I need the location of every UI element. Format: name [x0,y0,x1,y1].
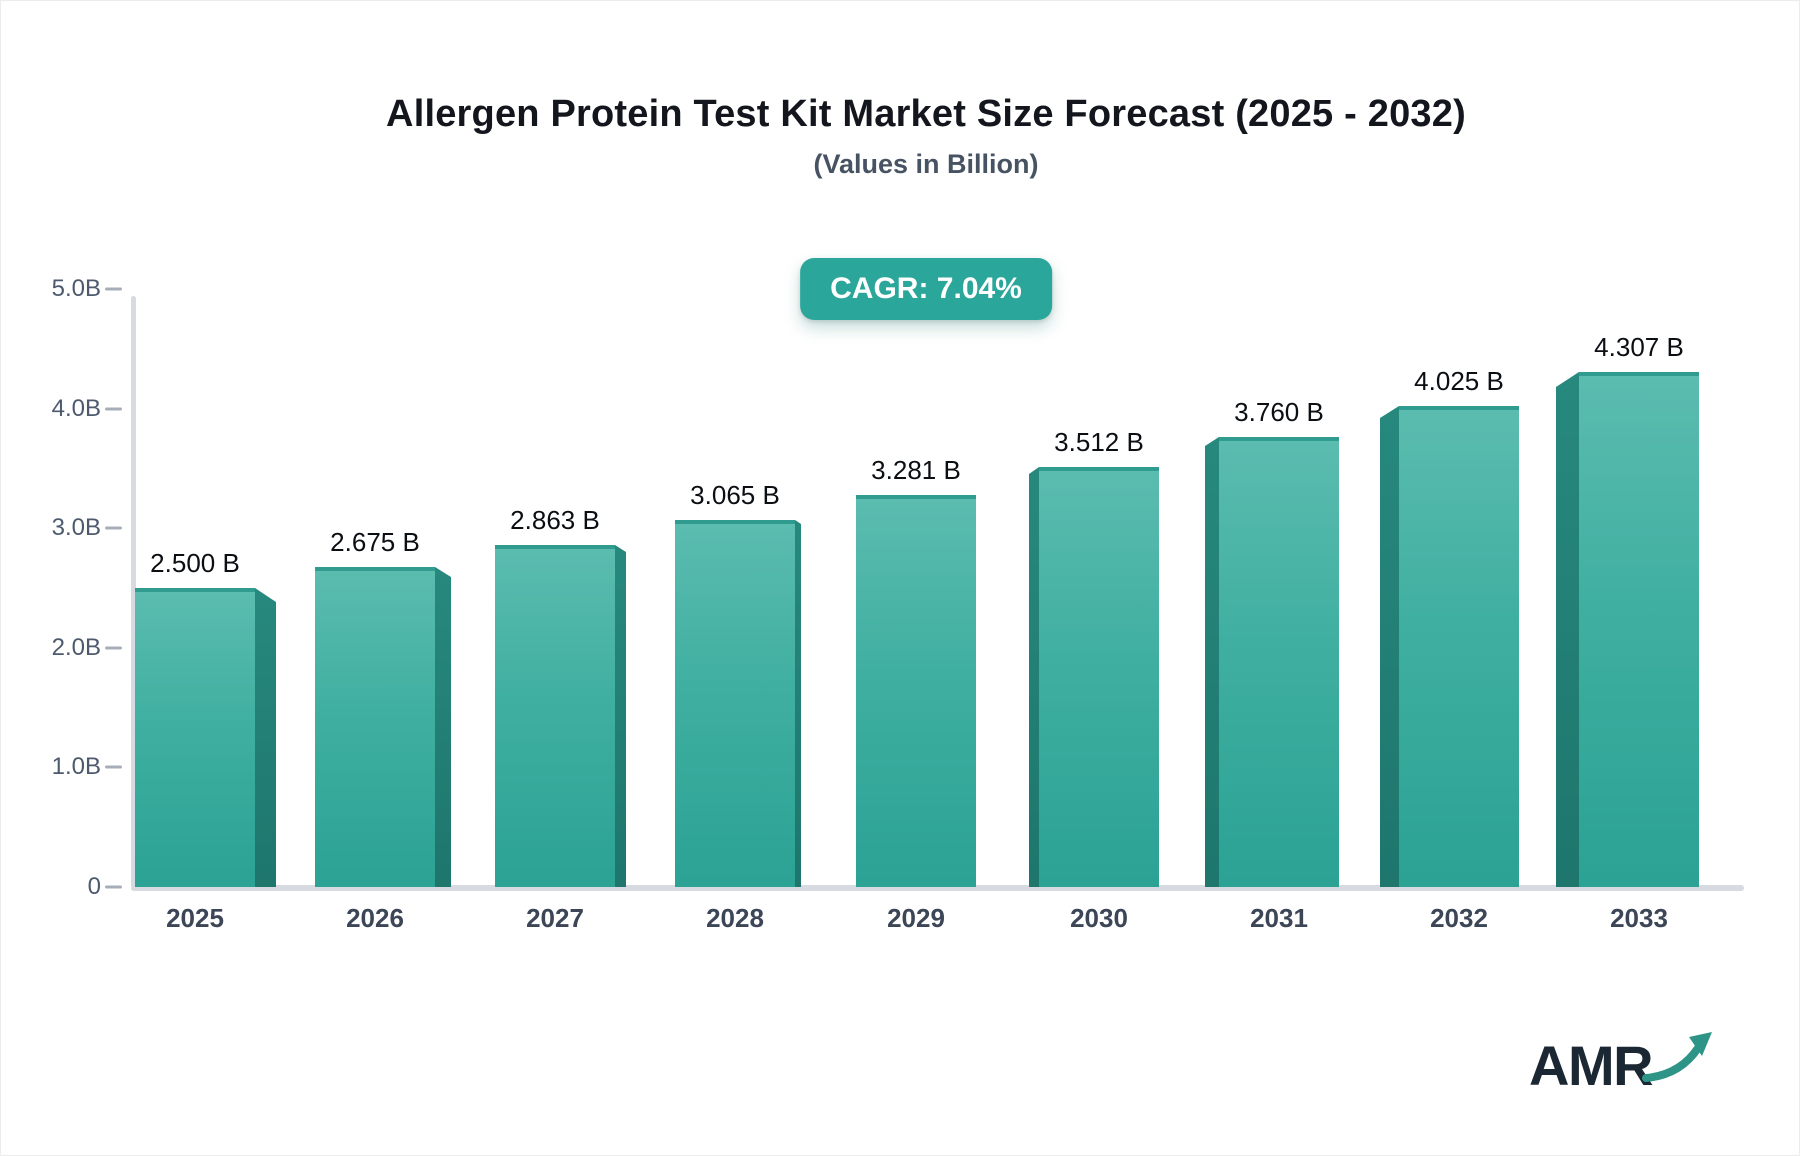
x-axis-line [131,885,1744,891]
x-tick-label-2029: 2029 [887,903,945,933]
y-tick-label-5.0B: 5.0B [51,275,101,302]
x-tick-label-2032: 2032 [1430,903,1488,933]
x-tick-label-2028: 2028 [706,903,764,933]
bar-front-face [856,495,976,887]
y-tick-label-0: 0 [87,873,101,900]
bar-value-label-2030: 3.512 B [1054,427,1144,457]
chart-title: Allergen Protein Test Kit Market Size Fo… [386,93,1466,135]
bar-value-label-2025: 2.500 B [150,548,240,578]
bar-side-face [1556,372,1579,887]
bar-value-label-2033: 4.307 B [1594,332,1684,362]
y-tick-label-4.0B: 4.0B [51,394,101,422]
bar-side-face [615,545,626,887]
amr-logo: AMR [1529,1032,1713,1097]
bar-2032 [1380,406,1519,887]
bar-side-face [795,520,801,887]
bar-front-face [135,588,255,887]
bar-2033 [1556,372,1699,887]
bar-2029 [856,495,976,887]
y-tick-dash [105,646,122,650]
x-tick-label-2025: 2025 [166,903,224,933]
bar-side-face [255,588,276,887]
bar-front-face [495,545,615,887]
bar-side-face [1205,437,1219,887]
y-tick-dash [105,526,122,530]
y-axis-line [131,296,136,888]
bar-value-label-2029: 3.281 B [871,455,961,485]
amr-logo-text: AMR [1529,1033,1654,1097]
bar-2025 [135,588,276,887]
y-tick-dash [105,765,122,769]
x-tick-label-2027: 2027 [526,903,584,933]
growth-arrow-icon [1642,1031,1713,1088]
y-tick-label-3.0B: 3.0B [51,514,101,542]
y-tick-dash [105,407,122,411]
bar-value-label-2027: 2.863 B [510,505,600,535]
bar-value-label-2028: 3.065 B [690,480,780,510]
bar-value-label-2031: 3.760 B [1234,397,1324,427]
chart-subtitle: (Values in Billion) [813,149,1039,179]
bar-front-face [675,520,795,887]
x-tick-label-2033: 2033 [1610,903,1668,933]
bar-side-face [1029,467,1039,887]
x-tick-label-2031: 2031 [1250,903,1308,933]
y-tick-dash [105,885,122,889]
bar-2026 [315,567,451,887]
cagr-badge-label: CAGR: 7.04% [830,272,1022,305]
bar-side-face [435,567,451,887]
y-tick-dash [105,287,122,291]
bar-2028 [675,520,801,887]
cagr-badge: CAGR: 7.04% [800,258,1052,320]
x-tick-label-2026: 2026 [346,903,404,933]
x-tick-label-2030: 2030 [1070,903,1128,933]
bar-front-face [1579,372,1699,887]
bar-front-face [1039,467,1159,887]
bar-side-face [1380,406,1399,887]
bar-value-label-2032: 4.025 B [1414,366,1504,396]
bar-value-label-2026: 2.675 B [330,527,420,557]
bar-2027 [495,545,626,887]
bar-front-face [315,567,435,887]
y-tick-label-1.0B: 1.0B [51,753,101,781]
bar-front-face [1399,406,1519,887]
bar-front-face [1219,437,1339,887]
bar-2031 [1205,437,1339,887]
bar-2030 [1029,467,1159,887]
y-tick-label-2.0B: 2.0B [51,633,101,661]
